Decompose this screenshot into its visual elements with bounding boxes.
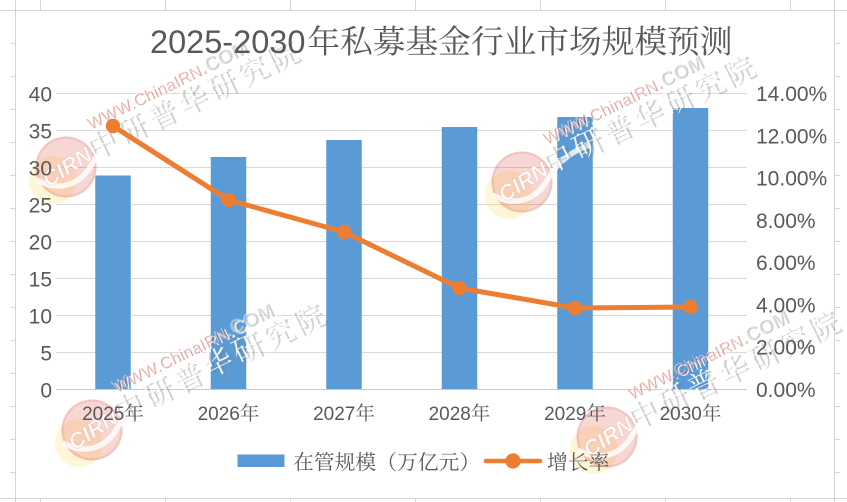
svg-text:15: 15 [29,269,52,292]
svg-text:30: 30 [29,158,52,181]
svg-text:2028: 2028 [429,404,471,425]
svg-text:6.00%: 6.00% [756,252,816,275]
svg-text:2027: 2027 [313,404,355,425]
svg-text:35: 35 [29,121,52,144]
svg-text:2029: 2029 [544,404,586,425]
svg-text:0: 0 [40,380,52,403]
svg-text:10: 10 [29,306,52,329]
svg-text:2025-2030: 2025-2030 [150,24,305,60]
svg-text:40: 40 [29,84,52,107]
svg-text:2030: 2030 [660,404,702,425]
svg-text:0.00%: 0.00% [756,379,816,402]
svg-text:2025: 2025 [82,404,124,425]
svg-text:8.00%: 8.00% [756,210,816,233]
svg-text:12.00%: 12.00% [756,125,827,148]
svg-text:10.00%: 10.00% [756,168,827,191]
svg-text:5: 5 [40,343,52,366]
svg-text:2026: 2026 [198,404,240,425]
svg-text:25: 25 [29,195,52,218]
svg-text:4.00%: 4.00% [756,294,816,317]
svg-text:20: 20 [29,232,52,255]
svg-text:14.00%: 14.00% [756,83,827,106]
svg-text:2.00%: 2.00% [756,337,816,360]
